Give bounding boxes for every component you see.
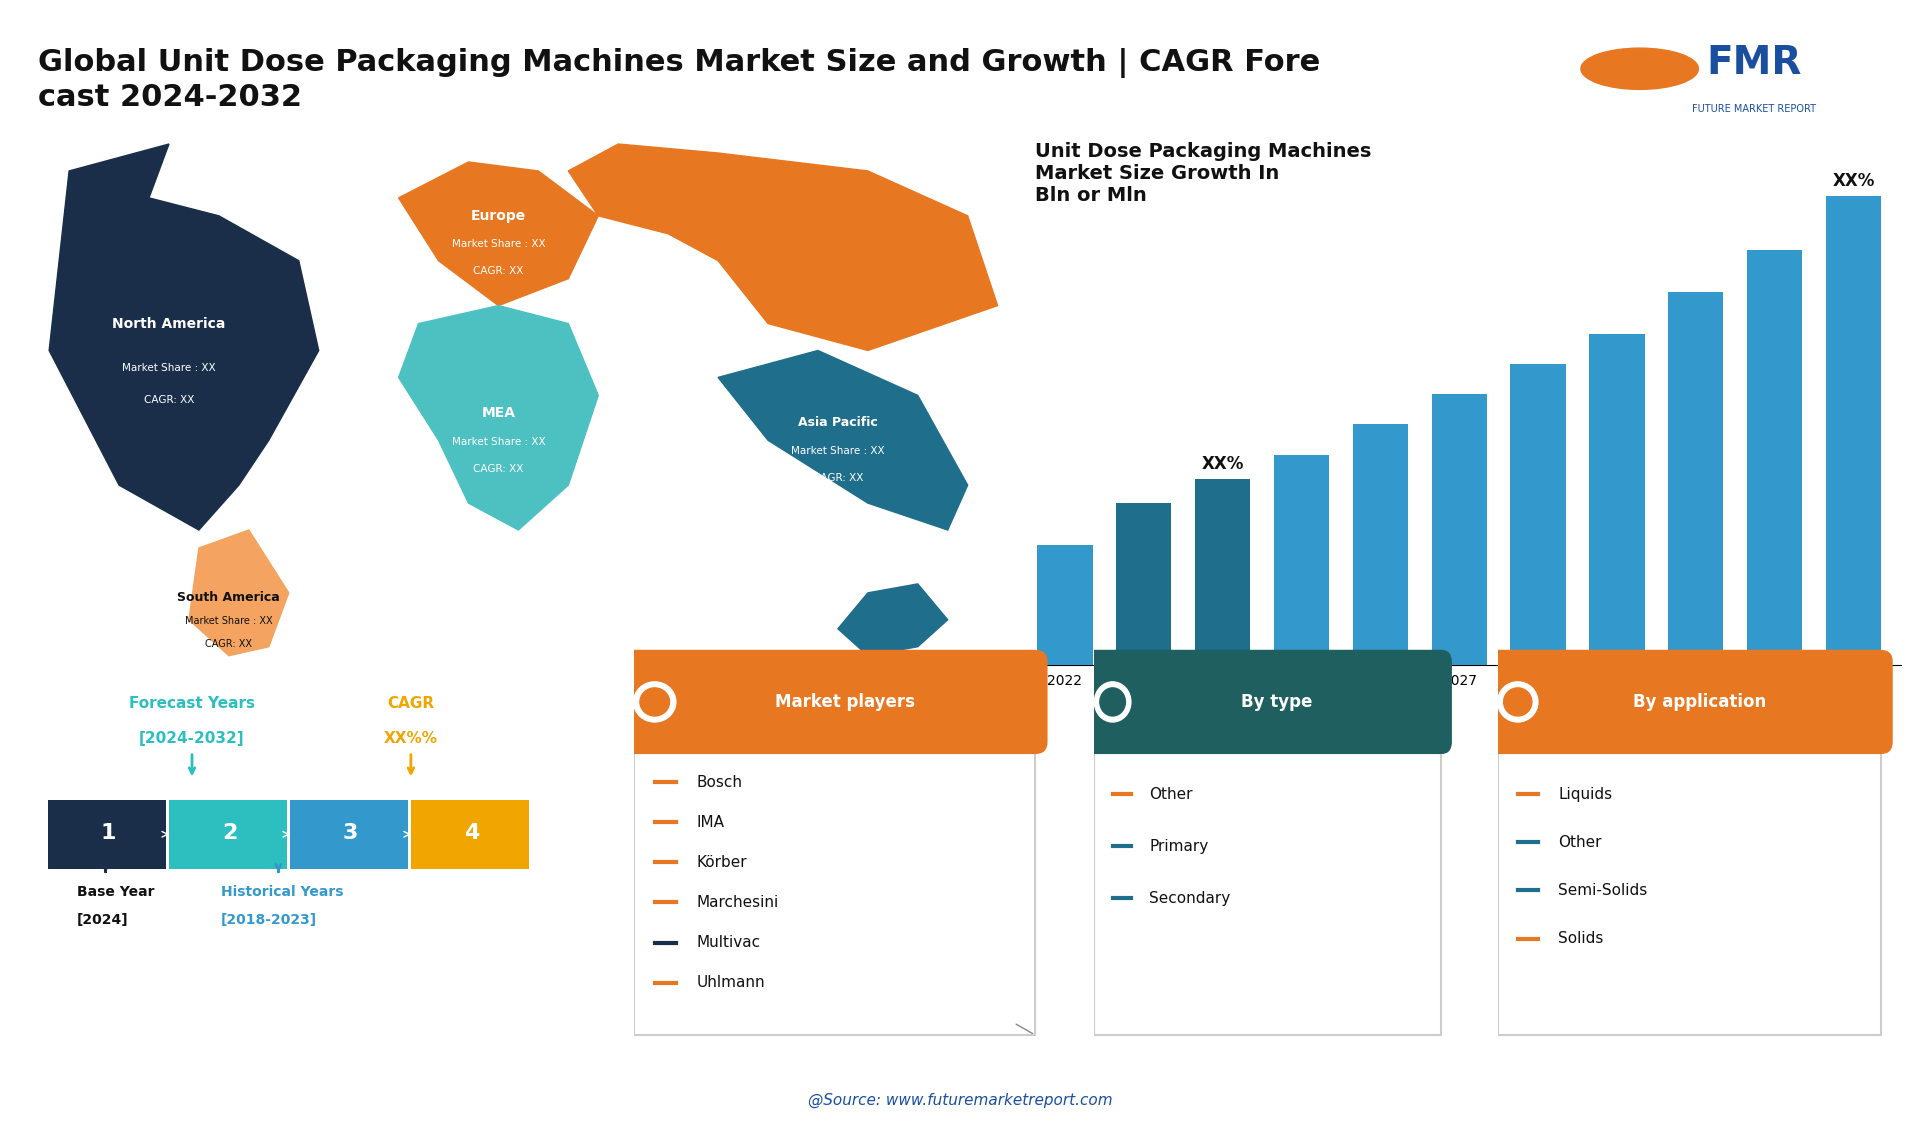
Text: [2024]: [2024] bbox=[77, 912, 129, 927]
Text: Market Share : XX: Market Share : XX bbox=[451, 437, 545, 447]
FancyBboxPatch shape bbox=[1083, 650, 1452, 754]
Polygon shape bbox=[568, 144, 998, 351]
Text: 1: 1 bbox=[100, 823, 117, 843]
Circle shape bbox=[1580, 48, 1699, 89]
Circle shape bbox=[634, 682, 676, 722]
Text: FMR: FMR bbox=[1707, 44, 1801, 83]
Text: Semi-Solids: Semi-Solids bbox=[1559, 882, 1647, 898]
Text: Asia Pacific: Asia Pacific bbox=[799, 416, 877, 429]
Text: Primary: Primary bbox=[1148, 839, 1208, 854]
Circle shape bbox=[1498, 682, 1538, 722]
Circle shape bbox=[1094, 682, 1131, 722]
Circle shape bbox=[1503, 688, 1532, 716]
Text: CAGR: XX: CAGR: XX bbox=[812, 472, 864, 482]
Text: CAGR: XX: CAGR: XX bbox=[144, 395, 194, 405]
Circle shape bbox=[1100, 688, 1125, 716]
Text: Base Year: Base Year bbox=[77, 885, 154, 900]
Text: CAGR: XX: CAGR: XX bbox=[205, 638, 252, 649]
Text: Secondary: Secondary bbox=[1148, 890, 1231, 906]
Text: Market Share : XX: Market Share : XX bbox=[123, 363, 215, 374]
Text: Forecast Years: Forecast Years bbox=[129, 696, 255, 712]
Polygon shape bbox=[50, 144, 319, 529]
Text: Europe: Europe bbox=[470, 209, 526, 222]
Text: XX%: XX% bbox=[1202, 455, 1244, 472]
Text: 3: 3 bbox=[342, 823, 359, 843]
Polygon shape bbox=[399, 162, 599, 306]
Bar bbox=[1826, 196, 1882, 665]
Text: By application: By application bbox=[1632, 693, 1766, 711]
Text: Bosch: Bosch bbox=[697, 775, 743, 790]
Bar bbox=[1590, 335, 1645, 665]
Polygon shape bbox=[837, 584, 948, 656]
Polygon shape bbox=[188, 529, 288, 656]
FancyBboxPatch shape bbox=[1094, 746, 1440, 1035]
Text: Market Share : XX: Market Share : XX bbox=[451, 240, 545, 249]
Bar bbox=[1668, 292, 1724, 665]
Text: Marchesini: Marchesini bbox=[697, 895, 780, 910]
Bar bbox=[1511, 364, 1565, 665]
FancyBboxPatch shape bbox=[1498, 746, 1880, 1035]
Bar bbox=[1116, 503, 1171, 665]
Text: Uhlmann: Uhlmann bbox=[697, 975, 766, 990]
Text: FUTURE MARKET REPORT: FUTURE MARKET REPORT bbox=[1692, 104, 1816, 113]
Text: Historical Years: Historical Years bbox=[221, 885, 344, 900]
Bar bbox=[1354, 424, 1407, 665]
Text: Unit Dose Packaging Machines
Market Size Growth In
Bln or Mln: Unit Dose Packaging Machines Market Size… bbox=[1035, 142, 1371, 205]
Text: South America: South America bbox=[177, 591, 280, 604]
Bar bbox=[1273, 455, 1329, 665]
Text: 4: 4 bbox=[463, 823, 480, 843]
Text: [2024-2032]: [2024-2032] bbox=[138, 730, 246, 746]
Text: CAGR: XX: CAGR: XX bbox=[472, 266, 524, 276]
Text: By type: By type bbox=[1240, 693, 1313, 711]
Text: MEA: MEA bbox=[482, 407, 515, 421]
Text: @Source: www.futuremarketreport.com: @Source: www.futuremarketreport.com bbox=[808, 1092, 1112, 1108]
Text: Market Share : XX: Market Share : XX bbox=[184, 617, 273, 626]
Text: IMA: IMA bbox=[697, 815, 726, 830]
Bar bbox=[1037, 544, 1092, 665]
Text: Other: Other bbox=[1148, 786, 1192, 802]
Circle shape bbox=[639, 688, 670, 716]
Text: XX%%: XX%% bbox=[384, 730, 438, 746]
Text: Körber: Körber bbox=[697, 855, 747, 870]
Polygon shape bbox=[718, 351, 968, 529]
Text: XX%: XX% bbox=[1832, 172, 1874, 190]
FancyBboxPatch shape bbox=[620, 650, 1048, 754]
Text: 2: 2 bbox=[221, 823, 238, 843]
Bar bbox=[1194, 479, 1250, 665]
Bar bbox=[1432, 394, 1486, 665]
FancyBboxPatch shape bbox=[48, 800, 167, 869]
Text: CAGR: XX: CAGR: XX bbox=[472, 464, 524, 473]
Bar bbox=[1747, 250, 1803, 665]
FancyBboxPatch shape bbox=[290, 800, 407, 869]
FancyBboxPatch shape bbox=[634, 746, 1035, 1035]
Text: Market players: Market players bbox=[776, 693, 914, 711]
Text: Global Unit Dose Packaging Machines Market Size and Growth | CAGR Fore
cast 2024: Global Unit Dose Packaging Machines Mark… bbox=[38, 48, 1321, 112]
Polygon shape bbox=[399, 306, 599, 529]
Text: Liquids: Liquids bbox=[1559, 786, 1613, 802]
Text: Solids: Solids bbox=[1559, 931, 1603, 947]
Text: Other: Other bbox=[1559, 834, 1601, 850]
FancyBboxPatch shape bbox=[169, 800, 288, 869]
Text: [2018-2023]: [2018-2023] bbox=[221, 912, 317, 927]
Text: Multivac: Multivac bbox=[697, 935, 760, 950]
FancyBboxPatch shape bbox=[1486, 650, 1893, 754]
Text: North America: North America bbox=[111, 316, 227, 330]
Text: CAGR: CAGR bbox=[388, 696, 434, 712]
Text: Market Share : XX: Market Share : XX bbox=[791, 446, 885, 456]
FancyBboxPatch shape bbox=[411, 800, 530, 869]
